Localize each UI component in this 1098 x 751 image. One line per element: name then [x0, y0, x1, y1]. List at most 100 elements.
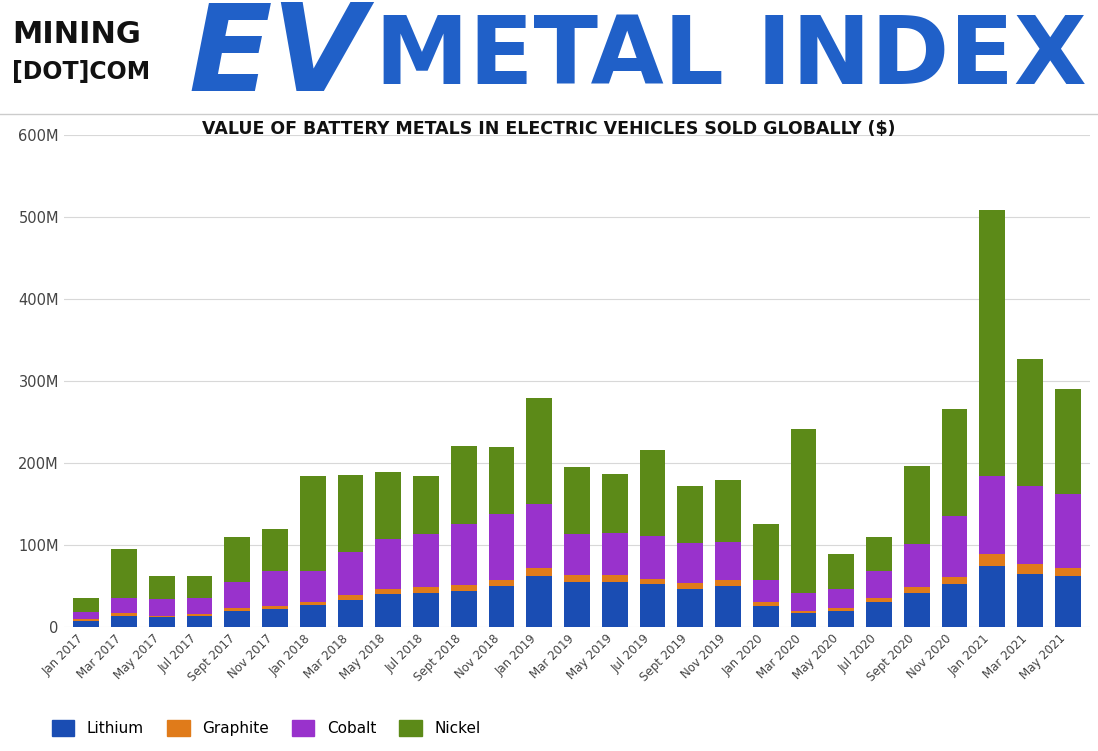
Bar	[338, 475, 363, 553]
Bar	[942, 516, 967, 577]
Legend: Lithium, Graphite, Cobalt, Nickel: Lithium, Graphite, Cobalt, Nickel	[52, 720, 480, 736]
Bar	[149, 576, 175, 599]
Bar	[715, 481, 741, 541]
Bar	[451, 585, 477, 591]
Bar	[262, 572, 288, 606]
Bar	[564, 575, 590, 582]
Bar	[715, 586, 741, 627]
Bar	[187, 616, 212, 627]
Bar	[791, 429, 816, 593]
Bar	[300, 602, 326, 605]
Bar	[904, 544, 930, 587]
Bar	[376, 539, 401, 589]
Bar	[111, 616, 137, 627]
Bar	[677, 589, 703, 627]
Bar	[74, 598, 99, 612]
Bar	[1055, 389, 1080, 494]
Bar	[866, 602, 892, 627]
Bar	[262, 529, 288, 572]
Bar	[149, 616, 175, 617]
Bar	[828, 554, 854, 589]
Bar	[300, 605, 326, 627]
Bar	[338, 595, 363, 600]
Bar	[677, 486, 703, 544]
Bar	[451, 446, 477, 523]
Bar	[791, 611, 816, 613]
Bar	[979, 476, 1005, 554]
Bar	[979, 554, 1005, 566]
Bar	[602, 532, 628, 575]
Bar	[715, 580, 741, 586]
Text: VALUE OF BATTERY METALS IN ELECTRIC VEHICLES SOLD GLOBALLY ($): VALUE OF BATTERY METALS IN ELECTRIC VEHI…	[202, 120, 896, 138]
Bar	[677, 583, 703, 589]
Bar	[187, 598, 212, 614]
Bar	[828, 611, 854, 627]
Bar	[224, 608, 250, 611]
Bar	[111, 599, 137, 613]
Bar	[753, 580, 778, 602]
Bar	[979, 210, 1005, 476]
Bar	[111, 613, 137, 616]
Text: EV: EV	[188, 0, 366, 116]
Bar	[791, 613, 816, 627]
Bar	[0, 0, 1098, 114]
Bar	[376, 594, 401, 627]
Bar	[753, 602, 778, 606]
Bar	[866, 537, 892, 572]
Bar	[942, 584, 967, 627]
Bar	[74, 619, 99, 620]
Bar	[828, 608, 854, 611]
Bar	[338, 600, 363, 627]
Bar	[1017, 359, 1043, 486]
Bar	[74, 620, 99, 627]
Bar	[904, 593, 930, 627]
Bar	[376, 472, 401, 539]
Bar	[338, 553, 363, 595]
Bar	[640, 579, 665, 584]
Bar	[187, 614, 212, 616]
Bar	[262, 606, 288, 609]
Bar	[904, 466, 930, 544]
Bar	[74, 612, 99, 619]
Bar	[489, 580, 514, 586]
Bar	[413, 476, 439, 534]
Bar	[602, 575, 628, 582]
Bar	[300, 476, 326, 571]
Bar	[413, 534, 439, 587]
Bar	[489, 586, 514, 627]
Bar	[149, 617, 175, 627]
Bar	[942, 577, 967, 584]
Bar	[489, 447, 514, 514]
Bar	[640, 584, 665, 627]
Bar	[564, 535, 590, 575]
Bar	[451, 591, 477, 627]
Bar	[753, 523, 778, 580]
Bar	[640, 450, 665, 536]
Bar	[300, 571, 326, 602]
Bar	[413, 593, 439, 627]
Bar	[526, 397, 552, 504]
Bar	[376, 589, 401, 594]
Bar	[149, 599, 175, 616]
Bar	[451, 523, 477, 585]
Bar	[111, 549, 137, 599]
Bar	[1055, 576, 1080, 627]
Bar	[828, 589, 854, 608]
Bar	[904, 587, 930, 593]
Bar	[942, 409, 967, 516]
Bar	[753, 606, 778, 627]
Bar	[262, 609, 288, 627]
Bar	[677, 544, 703, 583]
Bar	[1055, 568, 1080, 576]
Bar	[413, 587, 439, 593]
Bar	[526, 576, 552, 627]
Bar	[791, 593, 816, 611]
Bar	[715, 541, 741, 580]
Bar	[1055, 494, 1080, 568]
Bar	[1017, 574, 1043, 627]
Bar	[866, 599, 892, 602]
Bar	[224, 537, 250, 582]
Bar	[526, 568, 552, 576]
Bar	[224, 582, 250, 608]
Bar	[224, 611, 250, 627]
